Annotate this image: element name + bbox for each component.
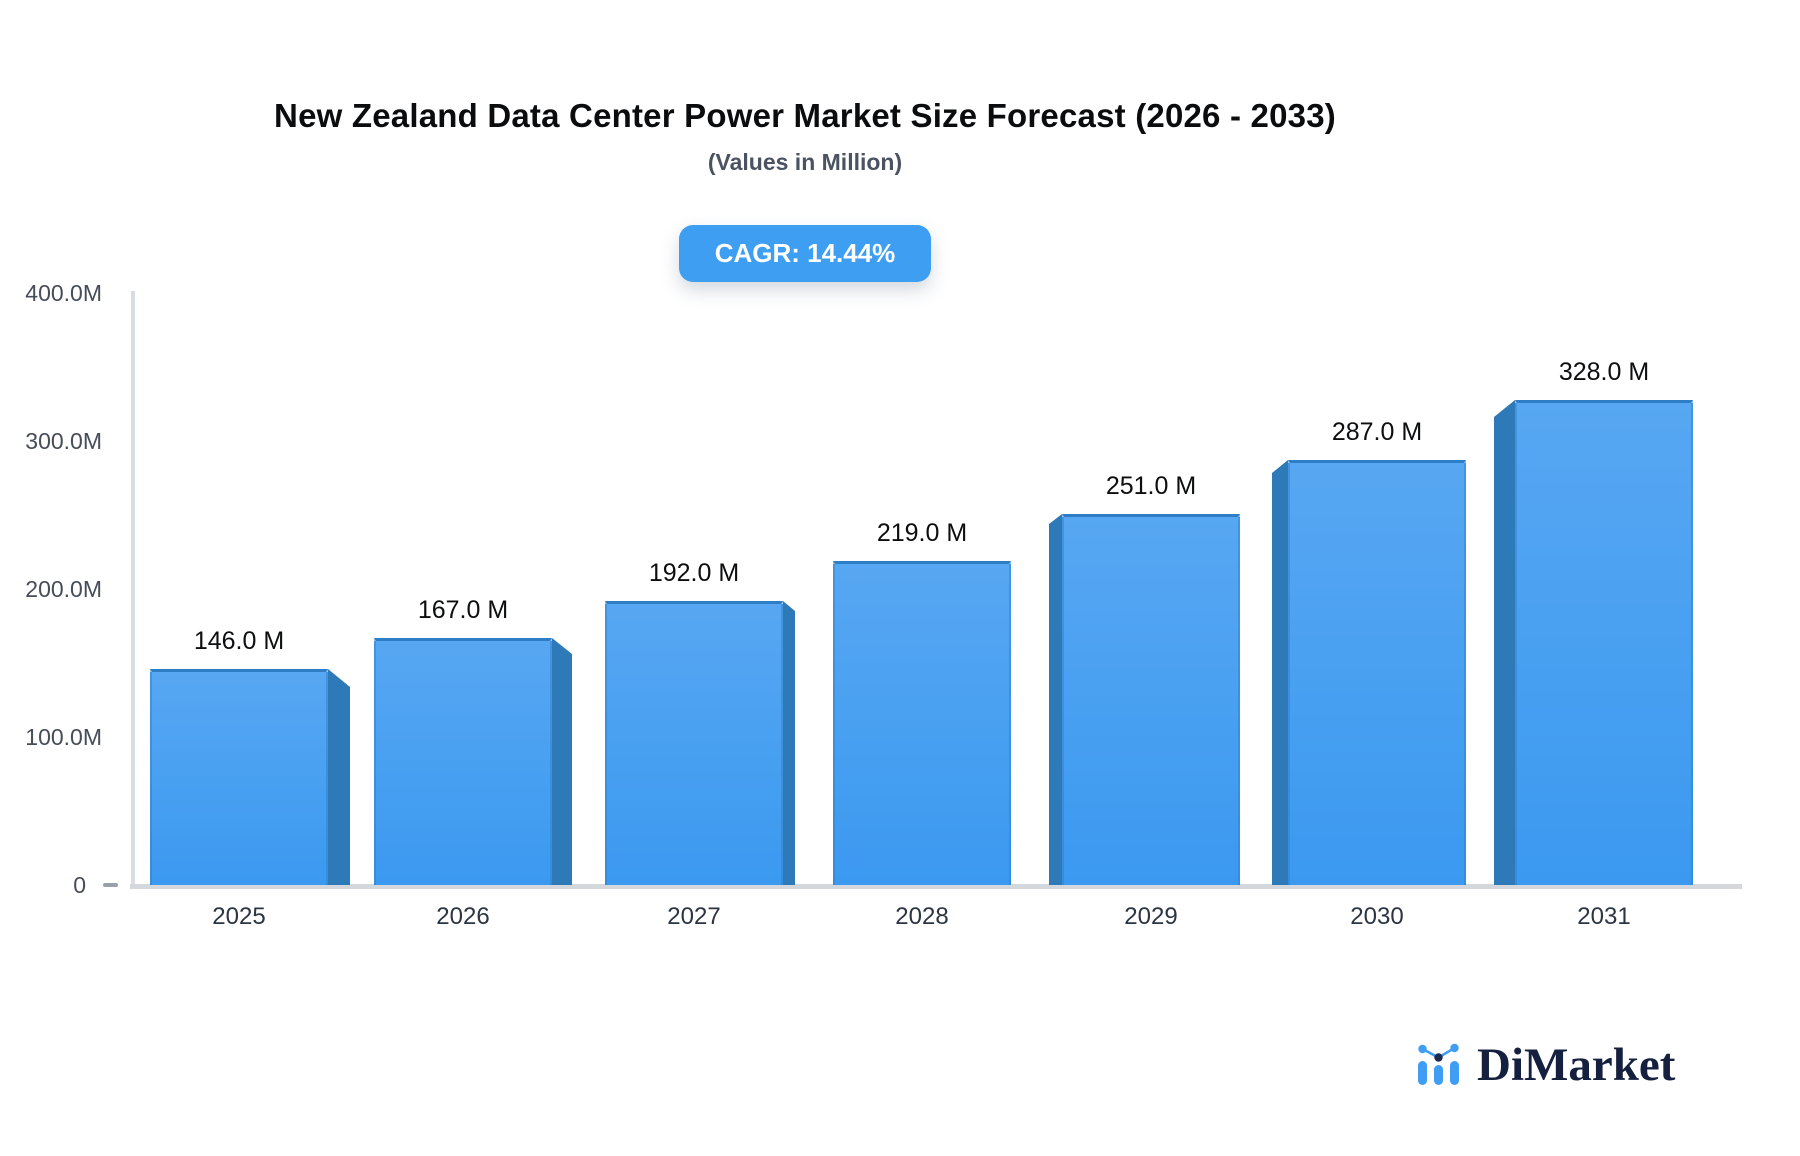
zero-tick-mark [103, 883, 118, 887]
y-axis-tick-label-200: 200.0M [25, 576, 102, 602]
bar-value-label-2031: 328.0 M [1558, 358, 1650, 386]
dimarket-logo: DiMarket [1414, 1040, 1675, 1090]
cagr-badge-row: CAGR: 14.44% [0, 225, 1610, 282]
bar-value-label-2029: 251.0 M [1105, 472, 1197, 500]
bar-2027 [605, 601, 783, 885]
bar-chart-logo-icon [1418, 1043, 1459, 1085]
bar-value-label-2026: 167.0 M [417, 596, 509, 624]
bar-side-face-2030 [1272, 460, 1288, 885]
bar-value-label-2028: 219.0 M [876, 519, 968, 547]
x-axis-line [130, 884, 1742, 889]
y-axis-line [131, 291, 135, 885]
bar-2026 [374, 638, 552, 885]
bar-2029 [1062, 514, 1240, 885]
y-axis-tick-label-0: 0 [73, 872, 86, 898]
bar-side-face-2029 [1049, 514, 1062, 885]
logo-text: DiMarket [1477, 1038, 1676, 1091]
y-axis-tick-label-100: 100.0M [25, 724, 102, 750]
bar-value-label-2030: 287.0 M [1331, 418, 1423, 446]
bar-2031 [1515, 400, 1693, 885]
y-axis-tick-label-400: 400.0M [25, 280, 102, 306]
x-axis-label-2031: 2031 [1577, 903, 1631, 930]
bar-value-label-2025: 146.0 M [193, 627, 285, 655]
x-axis-label-2028: 2028 [895, 903, 949, 930]
x-axis-label-2027: 2027 [667, 903, 721, 930]
chart-subtitle: (Values in Million) [707, 149, 903, 175]
bar-side-face-2031 [1494, 400, 1515, 885]
bar-side-face-2027 [783, 601, 795, 885]
bar-2028 [833, 561, 1011, 885]
bar-value-label-2027: 192.0 M [648, 559, 740, 587]
bar-side-face-2025 [328, 669, 350, 885]
y-axis-tick-label-300: 300.0M [25, 428, 102, 454]
bar-side-face-2026 [552, 638, 572, 885]
cagr-badge: CAGR: 14.44% [678, 225, 932, 282]
bar-2030 [1288, 460, 1466, 885]
x-axis-label-2025: 2025 [212, 903, 266, 930]
x-axis-label-2026: 2026 [436, 903, 490, 930]
x-axis-label-2029: 2029 [1124, 903, 1178, 930]
chart-title: New Zealand Data Center Power Market Siz… [274, 97, 1336, 134]
x-axis-label-2030: 2030 [1350, 903, 1404, 930]
bar-2025 [150, 669, 328, 885]
